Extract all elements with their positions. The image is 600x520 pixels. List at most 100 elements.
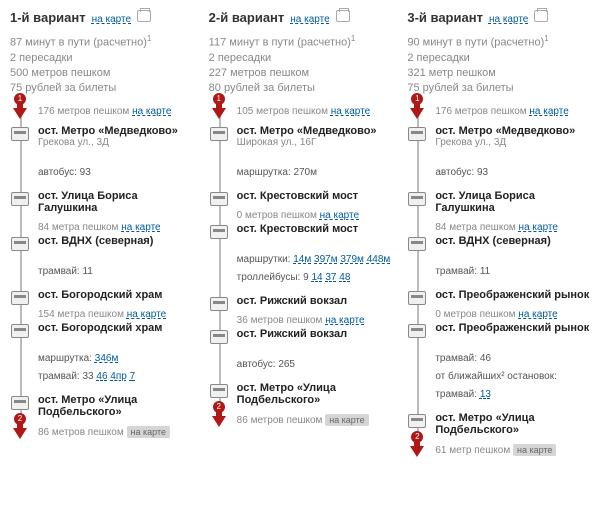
transport-label: троллейбусы: [237, 272, 303, 283]
end-walk: 61 метр пешком на карте [435, 444, 590, 456]
transport-line: трамвай: 33 46 4пр 7 [38, 370, 193, 384]
transport-line: трамвай: 11 [435, 265, 590, 279]
stop-name: ост. Крестовский мост [237, 223, 392, 235]
timeline-line [417, 114, 419, 448]
nearby-stops-note: от ближайших² остановок: [435, 370, 590, 384]
variant-summary: 87 минут в пути (расчетно)12 пересадки50… [10, 31, 193, 96]
walk-text: 154 метра пешком на карте [38, 309, 193, 320]
route-number-link[interactable]: 48 [339, 272, 350, 283]
route-number-link[interactable]: 7 [130, 371, 136, 382]
map-tag[interactable]: на карте [325, 414, 368, 426]
print-icon[interactable] [137, 10, 151, 22]
transport-line: маршрутки: 14м 397м 379м 448м [237, 253, 392, 267]
end-badge: 2 [411, 431, 423, 443]
map-link[interactable]: на карте [121, 222, 160, 233]
map-link[interactable]: на карте [92, 14, 131, 25]
walk-text: 105 метров пешком на карте [237, 106, 392, 117]
route-number-link[interactable]: 46 [96, 371, 107, 382]
route-number-link[interactable]: 14 [311, 272, 322, 283]
route-number-link[interactable]: 346м [95, 353, 119, 364]
stop-icon [408, 414, 426, 428]
transport-line: троллейбусы: 9 14 37 48 [237, 271, 392, 285]
map-link[interactable]: на карте [489, 14, 528, 25]
stop-icon [408, 324, 426, 338]
route-timeline: 1176 метров пешком на картеост. Метро «М… [407, 106, 590, 456]
end-walk: 86 метров пешком на карте [237, 414, 392, 426]
stop-name: ост. Рижский вокзал [237, 328, 392, 340]
route-number-link[interactable]: 37 [325, 272, 336, 283]
end-arrow-icon: 2 [212, 416, 226, 427]
stop-icon [11, 237, 29, 251]
transport-label: трамвай: [435, 266, 479, 277]
walk-text: 84 метра пешком на карте [38, 222, 193, 233]
map-link[interactable]: на карте [290, 14, 329, 25]
timeline-line [20, 114, 22, 430]
stop-name: ост. ВДНХ (северная) [435, 235, 590, 247]
stop-icon [210, 192, 228, 206]
transport-label: маршрутка: [38, 353, 95, 364]
stop-icon [408, 127, 426, 141]
route-number-link[interactable]: 379м [340, 254, 364, 265]
route-timeline: 1105 метров пешком на картеост. Метро «М… [209, 106, 392, 426]
route-number-link[interactable]: 4пр [110, 371, 127, 382]
transport-label: автобус: [237, 359, 279, 370]
transport-label: маршрутка: [237, 167, 294, 178]
variant-title: 3-й вариант [407, 10, 483, 25]
start-arrow-icon: 1 [410, 108, 424, 119]
stop-icon [210, 225, 228, 239]
map-link[interactable]: на карте [331, 106, 370, 117]
map-link[interactable]: на карте [127, 309, 166, 320]
map-link[interactable]: на карте [132, 106, 171, 117]
transport-num: 11 [480, 266, 490, 277]
transport-line: трамвай: 46 [435, 352, 590, 366]
end-badge: 2 [213, 401, 225, 413]
stop-name: ост. Метро «Медведково» [435, 125, 590, 137]
end-badge: 2 [14, 413, 26, 425]
route-number-link[interactable]: 13 [480, 389, 491, 400]
map-link[interactable]: на карте [325, 315, 364, 326]
variant-header: 1-й вариантна карте [10, 10, 193, 25]
route-number-link[interactable]: 397м [314, 254, 338, 265]
variant-header: 2-й вариантна карте [209, 10, 392, 25]
stop-icon [408, 291, 426, 305]
transport-line: трамвай: 11 [38, 265, 193, 279]
route-number-link[interactable]: 14м [293, 254, 311, 265]
start-arrow-icon: 1 [212, 108, 226, 119]
stop-icon [210, 297, 228, 311]
map-tag[interactable]: на карте [127, 426, 170, 438]
print-icon[interactable] [534, 10, 548, 22]
route-number-link[interactable]: 448м [367, 254, 391, 265]
map-tag[interactable]: на карте [513, 444, 556, 456]
stop-name: ост. Рижский вокзал [237, 295, 392, 307]
transport-line: автобус: 93 [435, 166, 590, 180]
walk-text: 0 метров пешком на карте [435, 309, 590, 320]
transport-num: 265 [278, 359, 295, 370]
stop-icon [210, 127, 228, 141]
stop-name: ост. Крестовский мост [237, 190, 392, 202]
route-variants: 1-й вариантна карте 87 минут в пути (расч… [10, 10, 590, 464]
map-link[interactable]: на карте [529, 106, 568, 117]
transport-num: 93 [477, 167, 488, 178]
print-icon[interactable] [336, 10, 350, 22]
end-arrow-icon: 2 [410, 446, 424, 457]
transport-line: трамвай: 13 [435, 388, 590, 402]
stop-name: ост. Метро «Медведково» [38, 125, 193, 137]
map-link[interactable]: на карте [320, 210, 359, 221]
map-link[interactable]: на карте [519, 222, 558, 233]
stop-name: ост. Преображенский рынок [435, 322, 590, 334]
stop-icon [11, 192, 29, 206]
end-walk: 86 метров пешком на карте [38, 426, 193, 438]
stop-icon [210, 384, 228, 398]
start-badge: 1 [213, 93, 225, 105]
stop-address: Широкая ул., 16Г [237, 137, 392, 148]
transport-line: автобус: 265 [237, 358, 392, 372]
stop-name: ост. Улица Бориса Галушкина [435, 190, 590, 214]
transport-num: 270м [293, 167, 317, 178]
stop-name: ост. Метро «Улица Подбельского» [38, 394, 193, 418]
stop-icon [210, 330, 228, 344]
transport-label: трамвай: [435, 389, 479, 400]
map-link[interactable]: на карте [518, 309, 557, 320]
walk-text: 0 метров пешком на карте [237, 210, 392, 221]
stop-address: Грекова ул., 3Д [38, 137, 193, 148]
transport-label: маршрутки: [237, 254, 294, 265]
